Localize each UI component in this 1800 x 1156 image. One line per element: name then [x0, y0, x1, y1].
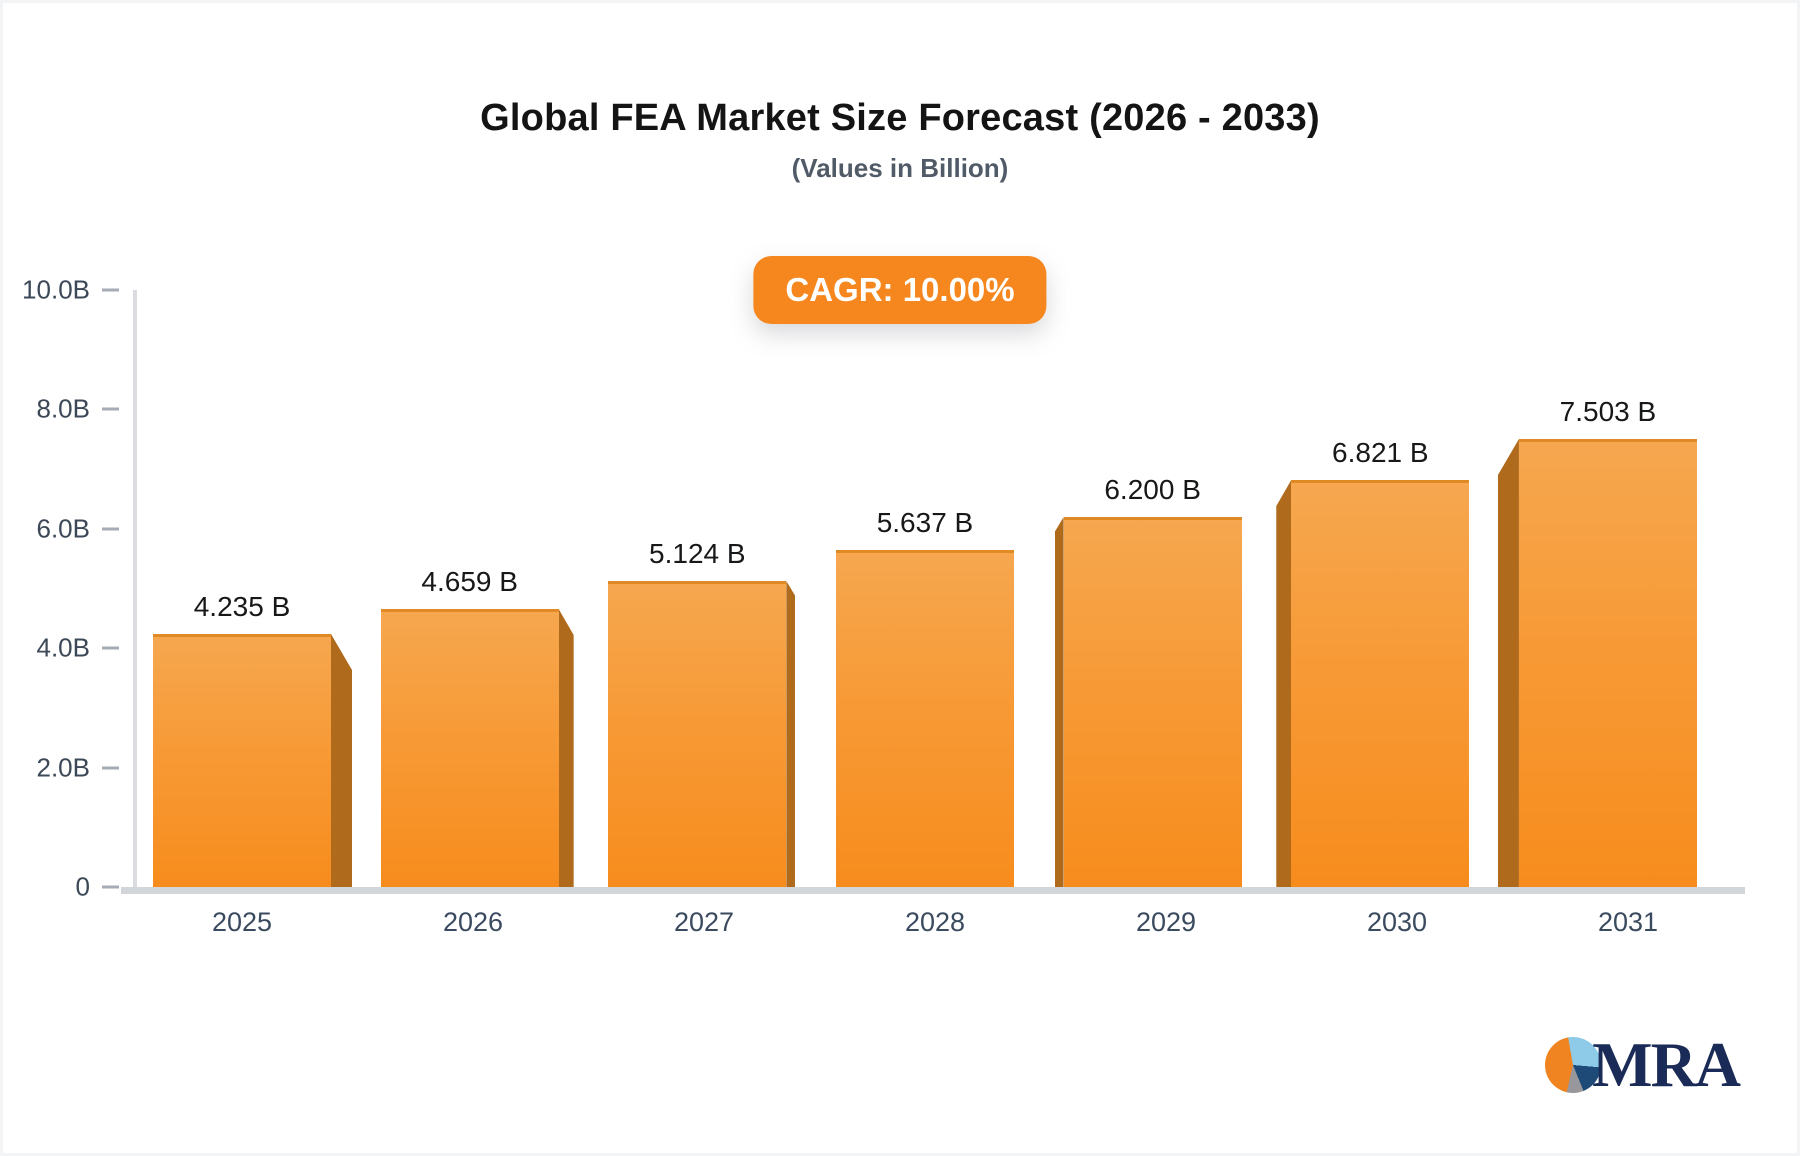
x-axis-label-2027: 2027	[673, 907, 735, 937]
bar-face	[608, 581, 787, 887]
x-axis-label-2030: 2030	[1366, 907, 1428, 937]
y-axis-tick: 2.0B	[3, 752, 119, 783]
bar-face	[1063, 517, 1242, 887]
bar-group-2029: 6.200 B	[1054, 290, 1242, 887]
bar-group-2025: 4.235 B	[153, 290, 352, 887]
y-axis-tick-mark	[102, 288, 119, 292]
y-axis-tick: 8.0B	[3, 393, 119, 425]
plot-area: 4.235 B 4.659 B 5.124 B 5.637 B 6.200 B 6.821…	[22, 275, 1745, 902]
mra-logo: MRA	[1545, 1029, 1741, 1100]
bar-group-2027: 5.124 B	[608, 290, 796, 887]
bar-value-label: 7.503 B	[1559, 396, 1657, 427]
bar-2026	[380, 609, 574, 887]
bar-2028	[835, 550, 1014, 887]
y-axis-tick-label: 10.0B	[22, 274, 90, 305]
pie-chart-logo-icon	[1545, 1037, 1602, 1093]
bars: 4.235 B 4.659 B 5.124 B 5.637 B 6.200 B 6.821…	[153, 290, 1697, 887]
bar-side-face	[558, 609, 574, 887]
bar-value-label: 6.821 B	[1332, 437, 1429, 468]
y-axis-tick-mark	[102, 527, 119, 531]
y-axis-tick-mark	[102, 766, 119, 770]
x-axis-label-2031: 2031	[1597, 907, 1659, 937]
chart-title: Global FEA Market Size Forecast (2026 - …	[480, 97, 1320, 139]
bar-group-2030: 6.821 B	[1276, 290, 1470, 887]
x-axis-label-2025: 2025	[211, 907, 273, 937]
cagr-badge: CAGR: 10.00%	[753, 256, 1047, 324]
bar-group-2026: 4.659 B	[380, 290, 574, 887]
chart-subtitle: (Values in Billion)	[791, 153, 1009, 183]
bar-value-label: 4.659 B	[421, 566, 518, 597]
bar-2027	[608, 581, 796, 887]
y-axis-tick-label: 0	[75, 871, 90, 902]
bar-side-face	[786, 581, 796, 887]
bar-side-face	[1497, 439, 1519, 887]
bar-group-2031: 7.503 B	[1497, 290, 1697, 887]
bar-face	[153, 634, 331, 887]
mra-logo-text: MRA	[1592, 1029, 1741, 1100]
bar-face	[1291, 480, 1470, 887]
bar-2025	[153, 634, 352, 887]
y-axis-tick: 10.0B	[3, 274, 119, 306]
bar-value-label: 6.200 B	[1104, 474, 1201, 505]
y-axis-tick-label: 6.0B	[36, 513, 91, 544]
bar-2029	[1054, 517, 1242, 887]
bar-face	[835, 550, 1014, 887]
y-axis-tick-mark	[102, 407, 119, 411]
bar-face	[380, 609, 559, 887]
bar-side-face	[1054, 517, 1064, 887]
x-axis-label-2028: 2028	[904, 907, 966, 937]
bar-value-label: 5.637 B	[876, 507, 974, 538]
y-axis-tick: 6.0B	[3, 513, 119, 544]
y-axis-tick-label: 2.0B	[36, 752, 91, 783]
bar-side-face	[331, 634, 352, 887]
x-axis-label-2026: 2026	[442, 907, 504, 937]
bar-2031	[1497, 439, 1697, 887]
x-axis-labels: 2025 2026 2027 2028 2029 2030 2031	[153, 907, 1717, 938]
x-axis-label-2029: 2029	[1135, 907, 1197, 937]
bar-face	[1518, 439, 1697, 887]
y-axis-tick-label: 4.0B	[36, 632, 91, 663]
bar-group-2028: 5.637 B	[835, 290, 1014, 887]
y-axis-tick-mark	[102, 646, 119, 650]
y-axis-tick: 4.0B	[3, 632, 119, 664]
bar-side-face	[1276, 480, 1292, 887]
y-axis-line	[133, 290, 137, 887]
bar-value-label: 5.124 B	[649, 538, 746, 569]
y-axis-tick-mark	[102, 885, 119, 889]
bar-value-label: 4.235 B	[193, 591, 291, 622]
x-axis-baseline	[121, 887, 1745, 894]
y-axis-tick: 0	[3, 871, 119, 903]
bar-2030	[1276, 480, 1470, 887]
y-axis-tick-label: 8.0B	[36, 393, 91, 424]
